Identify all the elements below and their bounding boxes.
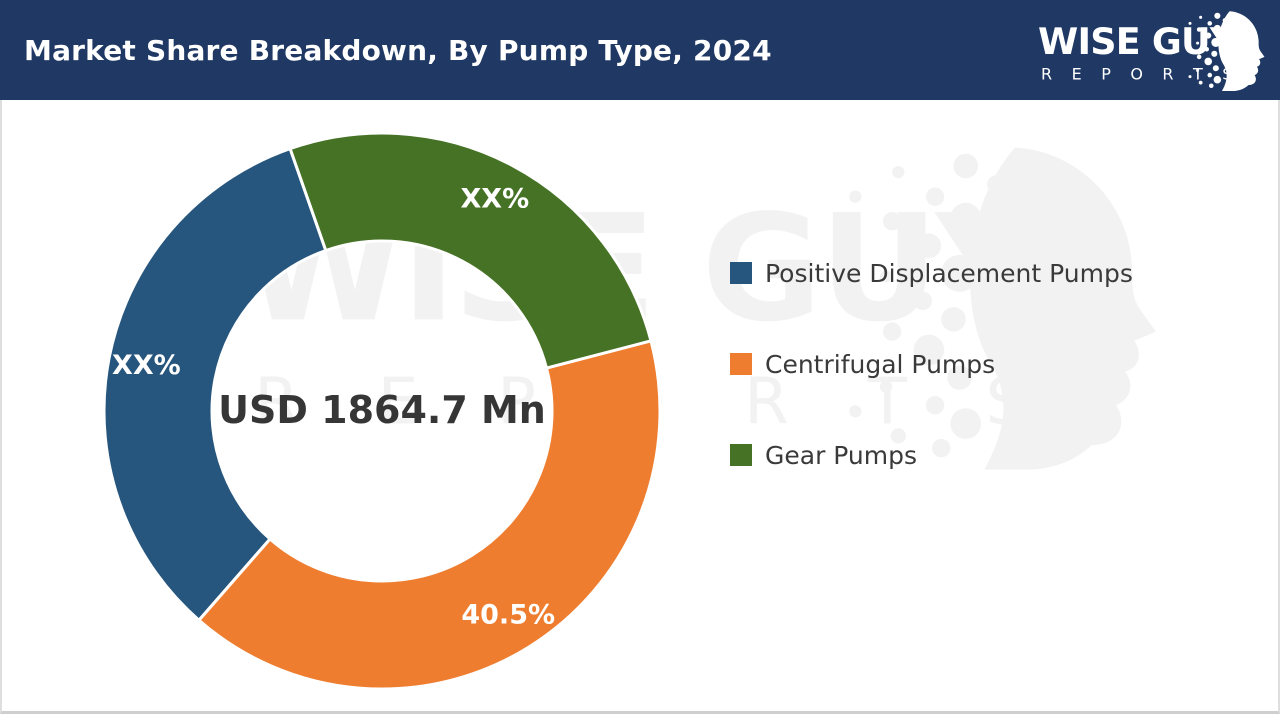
pie-slice-gear-pumps — [288, 131, 653, 370]
slice-label-centrifugal-pumps: 40.5% — [461, 600, 555, 631]
slice-label-positive-displacement-pumps: XX% — [112, 350, 181, 381]
legend-swatch-icon — [730, 444, 752, 466]
legend-item-gear-pumps: Gear Pumps — [730, 433, 1133, 477]
legend-label: Centrifugal Pumps — [765, 349, 996, 379]
legend: Positive Displacement Pumps Centrifugal P… — [730, 251, 1133, 524]
pie-slice-positive-displacement-pumps — [102, 147, 328, 622]
legend-swatch-icon — [730, 353, 752, 375]
chart-center-value: USD 1864.7 Mn — [218, 388, 546, 432]
legend-item-positive-displacement-pumps: Positive Displacement Pumps — [730, 251, 1133, 295]
legend-label: Positive Displacement Pumps — [765, 258, 1133, 288]
wiseguy-logo-icon — [1038, 8, 1266, 92]
header: Market Share Breakdown, By Pump Type, 20… — [0, 0, 1280, 100]
page-title: Market Share Breakdown, By Pump Type, 20… — [24, 33, 772, 67]
legend-item-centrifugal-pumps: Centrifugal Pumps — [730, 342, 1133, 386]
slice-label-gear-pumps: XX% — [460, 184, 529, 215]
legend-label: Gear Pumps — [765, 440, 918, 470]
chart-area: XX% 40.5% XX% USD 1864.7 Mn Positive Displ… — [0, 100, 1280, 714]
legend-swatch-icon — [730, 262, 752, 284]
